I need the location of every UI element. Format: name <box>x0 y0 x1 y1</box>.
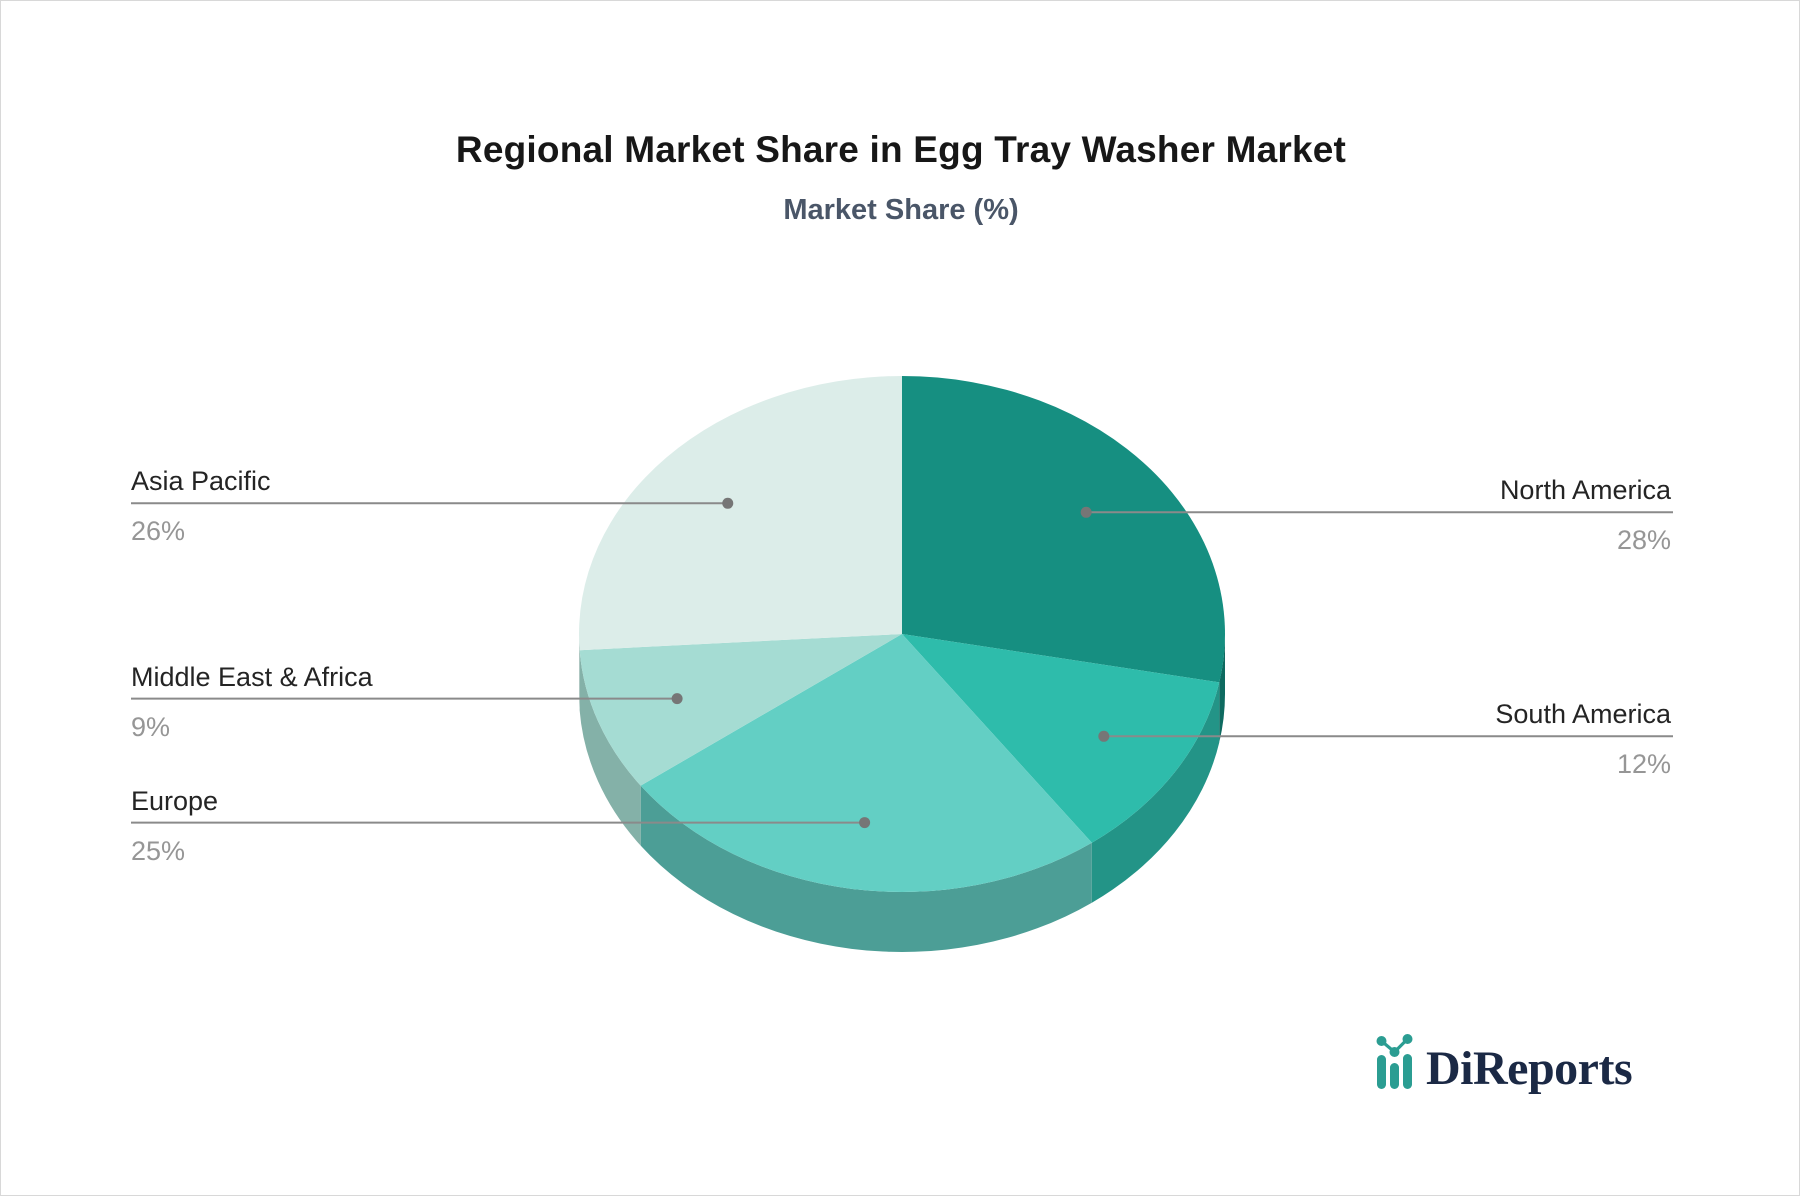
pie-slice-side-middle-east-and-africa <box>579 650 641 846</box>
slice-percent-south-america: 12% <box>1616 749 1671 780</box>
leader-dot-europe <box>859 817 871 829</box>
pie-slice-north-america <box>902 376 1225 683</box>
direports-logo: DiReports <box>1373 1029 1633 1095</box>
slice-label-europe: Europe <box>131 785 219 816</box>
leader-dot-north-america <box>1080 506 1092 518</box>
pie-slice-europe <box>640 634 1092 892</box>
leader-dot-middle-east-and-africa <box>671 693 683 705</box>
pie-slice-side-north-america <box>1219 634 1225 743</box>
chart-title: Regional Market Share in Egg Tray Washer… <box>455 129 1347 170</box>
slice-label-asia-pacific: Asia Pacific <box>131 466 271 497</box>
leader-dot-south-america <box>1098 730 1110 742</box>
slice-label-middle-east-and-africa: Middle East & Africa <box>131 661 373 692</box>
pie-slice-side-asia-pacific <box>579 634 580 711</box>
slice-percent-europe: 25% <box>131 835 186 866</box>
pie-slice-middle-east-and-africa <box>579 634 902 786</box>
pie-slice-side-europe <box>640 785 1092 952</box>
pie-slice-asia-pacific <box>579 376 902 651</box>
direports-logo-icon <box>1376 1034 1413 1089</box>
direports-logo-text: DiReports <box>1426 1041 1633 1095</box>
slice-percent-north-america: 28% <box>1616 525 1671 556</box>
pie-slice-south-america <box>902 634 1220 843</box>
chart-subtitle: Market Share (%) <box>783 194 1019 226</box>
slice-label-north-america: North America <box>1499 475 1671 506</box>
slice-percent-asia-pacific: 26% <box>131 516 186 547</box>
slice-label-south-america: South America <box>1495 699 1671 730</box>
slice-percent-middle-east-and-africa: 9% <box>131 711 171 742</box>
pie-slice-side-south-america <box>1091 682 1220 903</box>
leader-dot-asia-pacific <box>722 497 734 509</box>
